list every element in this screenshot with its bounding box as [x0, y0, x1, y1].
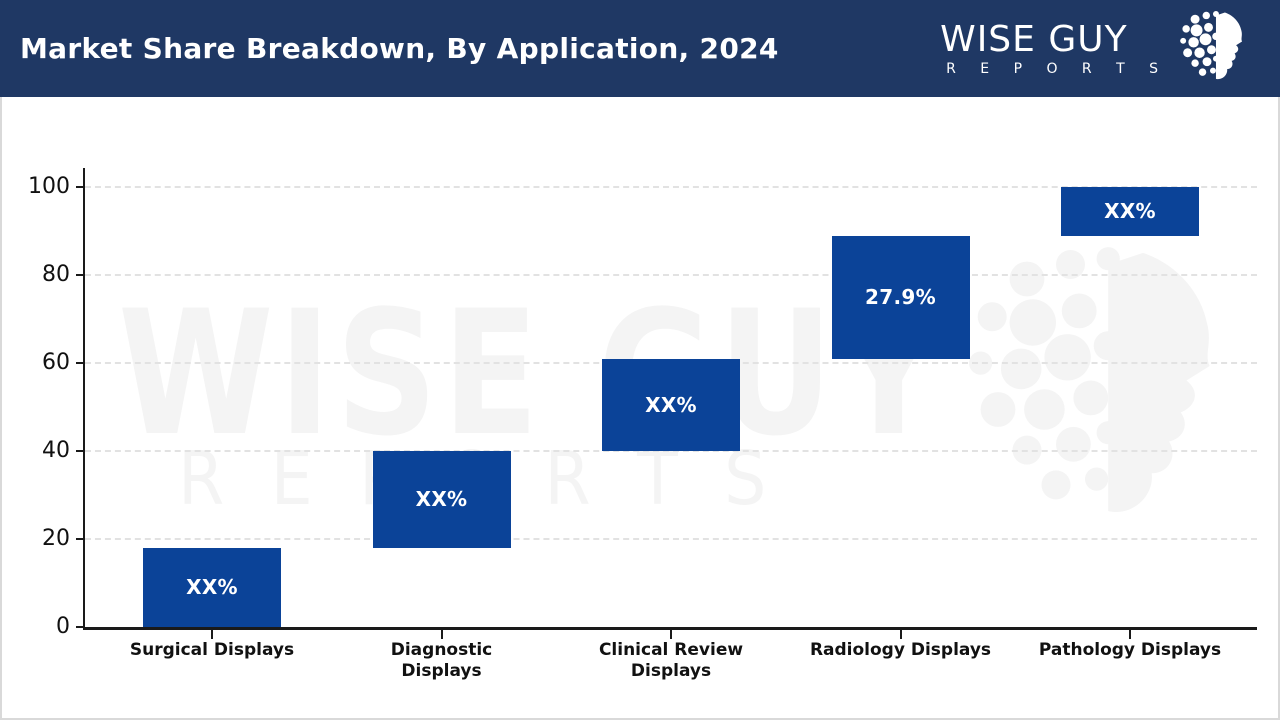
y-tick-mark: [76, 450, 85, 452]
brand-logo-text: WISE GUY R E P O R T S: [940, 18, 1168, 77]
gridline-40: [85, 450, 1257, 452]
gridline-20: [85, 538, 1257, 540]
y-tick-label: 40: [42, 438, 70, 463]
bar-surgical-displays: XX%: [143, 547, 281, 627]
y-tick-label: 20: [42, 526, 70, 551]
y-tick-label: 80: [42, 262, 70, 287]
brand-logo: WISE GUY R E P O R T S: [940, 8, 1254, 90]
gridline-80: [85, 274, 1257, 276]
bar-diagnostic-displays: XX%: [372, 451, 511, 548]
y-tick-mark: [76, 626, 85, 628]
x-axis-line: [83, 627, 1257, 630]
bar-clinical-review-displays: XX%: [602, 358, 740, 451]
bar-value-label: XX%: [645, 392, 697, 417]
bar-radiology-displays: 27.9%: [831, 235, 970, 359]
y-tick-mark: [76, 274, 85, 276]
header: Market Share Breakdown, By Application, …: [0, 0, 1280, 97]
x-category-label: Radiology Displays: [809, 640, 992, 660]
y-tick-mark: [76, 538, 85, 540]
x-category-label: Diagnostic Displays: [390, 640, 493, 682]
brand-subtitle: R E P O R T S: [946, 60, 1168, 77]
logo-face-icon: [1180, 10, 1243, 79]
bar-value-label: XX%: [415, 487, 468, 512]
x-category-label: Surgical Displays: [129, 640, 295, 660]
chart-title: Market Share Breakdown, By Application, …: [20, 32, 779, 65]
watermark-face-icon: [969, 247, 1210, 513]
y-axis-line: [83, 168, 85, 629]
x-tick-mark: [440, 630, 443, 639]
bar-value-label: 27.9%: [865, 285, 936, 310]
y-tick-mark: [76, 186, 85, 188]
y-tick-label: 60: [42, 350, 70, 375]
y-tick-label: 0: [56, 614, 70, 639]
y-tick-label: 100: [28, 174, 70, 199]
x-tick-mark: [670, 630, 672, 639]
watermark-text: WISE GUY: [118, 273, 945, 474]
bar-pathology-displays: XX%: [1061, 187, 1199, 236]
x-category-label: Clinical Review Displays: [598, 640, 744, 682]
bar-value-label: XX%: [1104, 199, 1156, 224]
x-category-label: Pathology Displays: [1038, 640, 1222, 660]
brand-name: WISE GUY: [940, 18, 1128, 60]
x-tick-mark: [211, 630, 213, 639]
y-tick-mark: [76, 362, 85, 364]
gridline-100: [85, 186, 1257, 188]
bar-value-label: XX%: [186, 575, 238, 600]
x-tick-mark: [1129, 630, 1131, 639]
x-tick-mark: [899, 630, 902, 639]
